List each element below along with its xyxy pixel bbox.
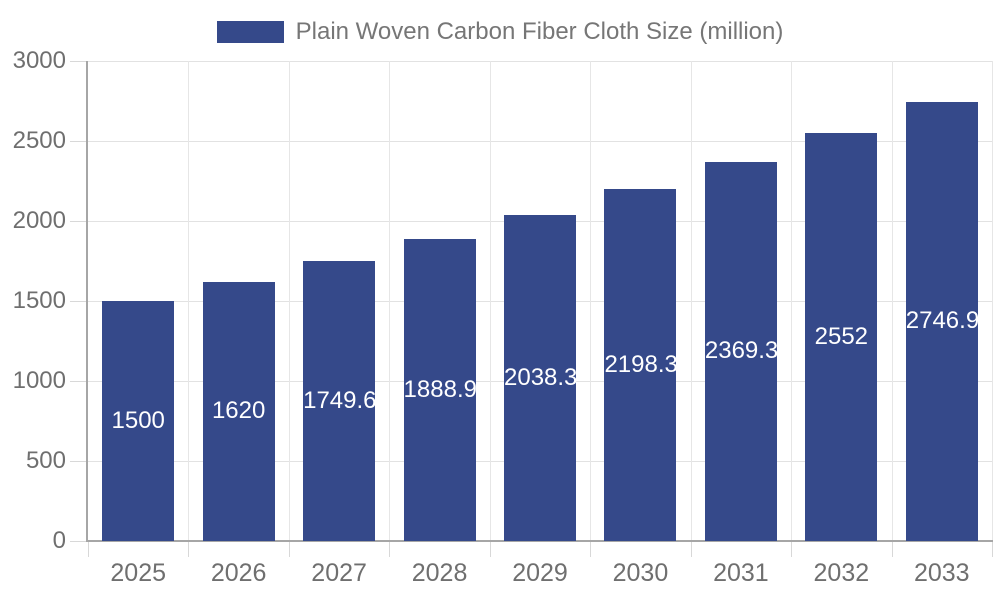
legend[interactable]: Plain Woven Carbon Fiber Cloth Size (mil… [0, 19, 1000, 45]
x-axis-tick [389, 541, 391, 557]
x-axis-tick [489, 541, 491, 557]
y-axis-tick-label: 2000 [12, 207, 66, 234]
x-axis-tick-label: 2031 [713, 559, 769, 587]
bar-value-label: 1888.9 [403, 375, 477, 403]
bar-value-label: 2198.3 [604, 351, 678, 379]
bar[interactable]: 2552 [805, 132, 878, 541]
gridline-vertical [690, 61, 692, 541]
x-axis-tick [891, 541, 893, 557]
gridline-horizontal [88, 141, 992, 142]
bar-value-label: 2038.3 [504, 363, 578, 391]
y-axis-tick [70, 461, 86, 462]
y-axis-tick [70, 221, 86, 222]
x-axis-tick [88, 541, 89, 557]
y-axis-tick-label: 1000 [12, 367, 66, 394]
bar-value-label: 1500 [111, 407, 165, 434]
gridline-vertical [992, 61, 993, 541]
y-axis-tick-label: 1500 [12, 287, 66, 314]
bar-value-label: 1620 [211, 397, 266, 425]
x-axis-tick-label: 2027 [311, 559, 367, 587]
y-axis-tick [70, 301, 86, 302]
x-axis-labels: 2025 2026 2027 2028 2029 2030 2031 2032 2033 [88, 559, 992, 591]
bar-value-label: 2369.3 [704, 337, 779, 365]
gridline-vertical [791, 61, 793, 541]
bar-value-label: 2746.9 [905, 307, 980, 335]
x-axis-tick [590, 541, 592, 557]
y-axis-tick [70, 61, 86, 62]
gridline-vertical [489, 61, 491, 541]
bar[interactable]: 1888.9 [403, 238, 477, 541]
x-axis-tick [690, 541, 692, 557]
bar[interactable]: 2038.3 [504, 214, 578, 541]
x-axis-tick [188, 541, 190, 557]
legend-swatch-icon [216, 21, 284, 43]
plot-area: 1500 1620 1749.6 1888.9 2038.3 2198.3 2369.3 25… [70, 61, 993, 557]
y-axis-tick-label: 2500 [12, 127, 66, 154]
x-axis-tick [791, 541, 793, 557]
gridline-horizontal [88, 61, 992, 62]
x-axis-tick-label: 2028 [411, 559, 468, 587]
x-axis-tick-label: 2033 [913, 559, 970, 587]
x-axis-tick [992, 541, 993, 557]
gridline-vertical [590, 61, 592, 541]
y-axis-tick [70, 381, 86, 382]
bar[interactable]: 2369.3 [704, 161, 779, 541]
y-axis-tick-label: 0 [52, 527, 66, 554]
y-axis-tick-label: 3000 [12, 47, 66, 74]
x-axis-tick-label: 2025 [110, 559, 167, 587]
bar[interactable]: 1620 [202, 281, 275, 541]
bar[interactable]: 2198.3 [604, 189, 678, 541]
x-axis-tick [288, 541, 290, 557]
bar-value-label: 1749.6 [303, 387, 377, 415]
legend-label: Plain Woven Carbon Fiber Cloth Size (mil… [295, 18, 784, 45]
bar[interactable]: 2746.9 [905, 101, 980, 541]
x-axis-tick-label: 2030 [612, 559, 669, 587]
y-axis-tick-label: 500 [25, 447, 66, 474]
bar[interactable]: 1500 [102, 301, 175, 541]
y-axis-labels: 0 500 1000 1500 2000 2500 3000 [0, 47, 66, 554]
x-axis-tick-label: 2032 [813, 559, 870, 587]
bar-value-label: 2552 [814, 322, 869, 350]
bar[interactable]: 1749.6 [303, 261, 377, 541]
x-axis-tick-label: 2026 [210, 559, 267, 587]
x-axis-tick-label: 2029 [512, 559, 568, 587]
gridline-vertical [891, 61, 893, 541]
y-axis-line [86, 61, 88, 541]
gridline-vertical [288, 61, 290, 541]
gridline-vertical [188, 61, 190, 541]
y-axis-tick [70, 141, 86, 142]
gridline-vertical [389, 61, 391, 541]
x-axis-line [86, 540, 993, 542]
y-axis-tick [70, 541, 86, 542]
